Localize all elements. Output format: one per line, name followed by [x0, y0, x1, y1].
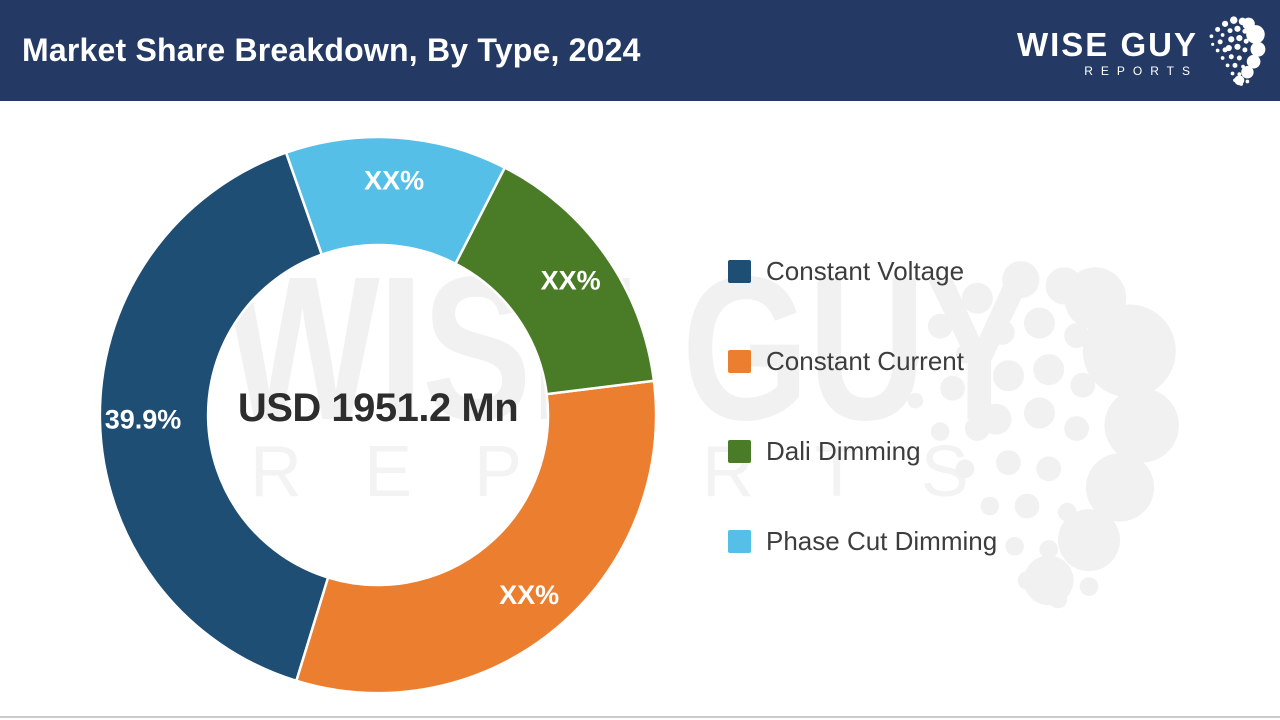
segment-value-label: XX% [541, 265, 601, 295]
donut-segment-constant-voltage [98, 151, 330, 683]
donut-chart: 39.9% XX% XX% XX% USD 1951.2 Mn [98, 135, 658, 695]
legend: Constant Voltage Constant Current Dali D… [728, 226, 997, 586]
legend-label: Constant Current [766, 346, 964, 376]
legend-swatch [728, 529, 751, 553]
logo-wordmark: WISE GUY [1016, 26, 1198, 63]
legend-swatch [728, 439, 751, 463]
logo-face-icon [1204, 15, 1266, 91]
legend-label: Dali Dimming [766, 436, 921, 466]
legend-item: Constant Current [728, 316, 997, 406]
legend-swatch [728, 349, 751, 373]
legend-swatch [728, 259, 751, 283]
wiseguy-logo: WISE GUY REPORTS [1017, 15, 1266, 91]
legend-label: Constant Voltage [766, 256, 965, 286]
donut-segment-constant-current [294, 379, 658, 695]
logo-text: WISE GUY REPORTS [1017, 28, 1198, 77]
segment-value-label: XX% [364, 166, 424, 196]
legend-item: Phase Cut Dimming [728, 496, 997, 586]
page-title: Market Share Breakdown, By Type, 2024 [22, 32, 641, 68]
segment-value-label: XX% [499, 580, 559, 610]
segment-value-label: 39.9% [105, 405, 182, 435]
legend-item: Constant Voltage [728, 226, 997, 316]
center-value: USD 1951.2 Mn [238, 386, 518, 430]
donut-segment-phase-cut-dimming [284, 135, 507, 266]
footer-divider [0, 716, 1280, 718]
legend-item: Dali Dimming [728, 406, 997, 496]
legend-label: Phase Cut Dimming [766, 526, 998, 556]
header-bar: Market Share Breakdown, By Type, 2024 WI… [0, 0, 1280, 101]
logo-subtitle: REPORTS [1084, 64, 1198, 78]
